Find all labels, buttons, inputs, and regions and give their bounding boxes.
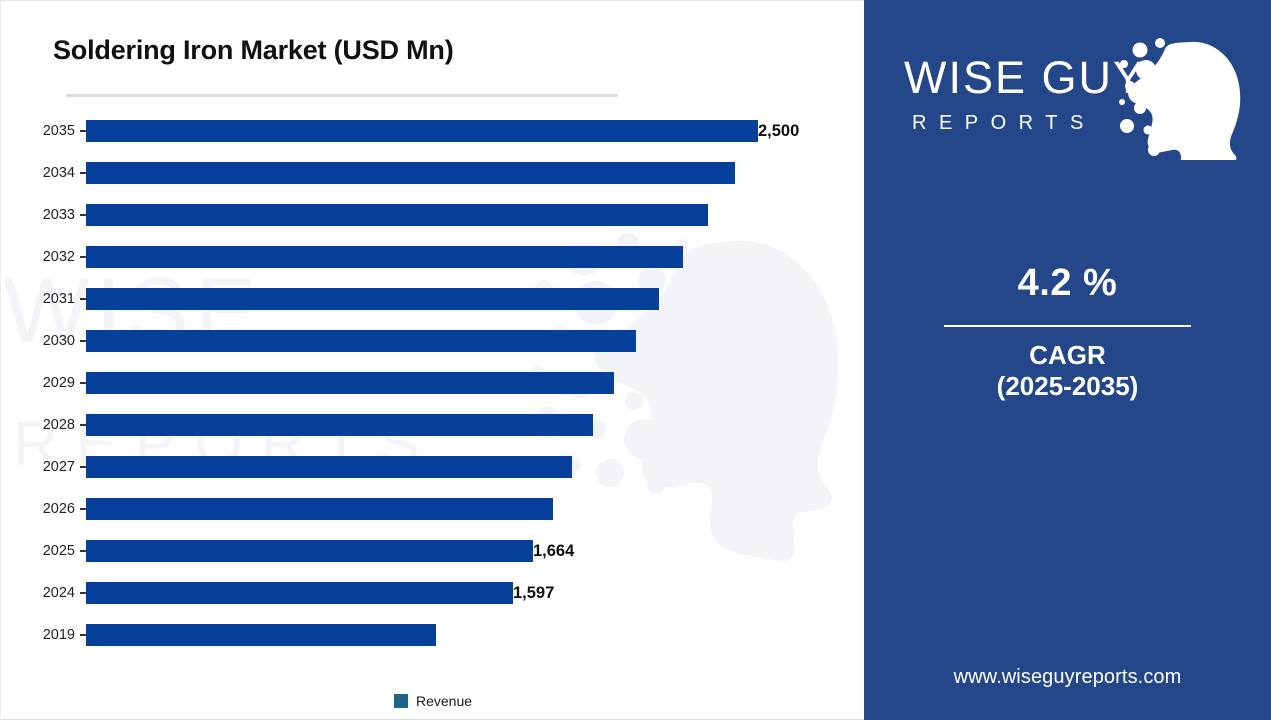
brand-panel: WISE GUY REPORTS 4.2 % CAGR (20 [864,0,1271,720]
y-axis-tick-mark [80,130,86,132]
y-axis-tick-mark [80,382,86,384]
y-axis-tick-label: 2035 [42,123,75,139]
bar-row: 2035 2,500 [1,120,864,162]
y-axis-tick-label: 2026 [42,501,75,517]
bar-revenue[interactable] [86,624,436,646]
bar-row: 2030 [1,330,864,372]
bar-row: 2029 [1,372,864,414]
bar-revenue[interactable] [86,330,636,352]
bar-row: 2028 [1,414,864,456]
y-axis-tick-mark [80,298,86,300]
bar-revenue[interactable] [86,246,683,268]
bar-row: 2019 [1,624,864,666]
chart-panel: WISE REPORTS Soldering Iron Market (USD … [0,0,864,720]
cagr-label-text: CAGR [1029,340,1106,370]
bar-value-label: 2,500 [758,122,800,140]
y-axis-tick-mark [80,214,86,216]
bar-row: 2027 [1,456,864,498]
y-axis-tick-label: 2030 [42,333,75,349]
bar-revenue[interactable] [86,288,659,310]
y-axis-tick-mark [80,634,86,636]
bar-row: 2032 [1,246,864,288]
cagr-divider [944,325,1191,327]
logo-secondary-text: REPORTS [912,112,1096,134]
y-axis-tick-mark [80,550,86,552]
bar-row: 2024 1,597 [1,582,864,624]
logo-head-icon [1119,38,1241,160]
bar-row: 2033 [1,204,864,246]
bar-row: 2026 [1,498,864,540]
cagr-value: 4.2 % [1017,262,1118,304]
y-axis-tick-label: 2019 [42,627,75,643]
bar-revenue[interactable] [86,498,553,520]
bar-revenue[interactable] [86,414,593,436]
wiseguy-reports-logo: WISE GUY REPORTS [904,38,1244,162]
y-axis-tick-label: 2032 [42,249,75,265]
bar-value-label: 1,664 [533,542,575,560]
y-axis-tick-mark [80,592,86,594]
y-axis-tick-label: 2028 [42,417,75,433]
bar-value-label: 1,597 [513,584,555,602]
y-axis-tick-mark [80,424,86,426]
bar-row: 2034 [1,162,864,204]
chart-legend: Revenue [1,693,864,709]
logo-primary-text: WISE GUY [904,52,1146,103]
bar-chart-plot-area: 2035 2,500 2034 2033 2032 2031 2030 2029 2028 202… [1,109,864,669]
y-axis-tick-mark [80,466,86,468]
legend-swatch-revenue [393,694,408,708]
bar-revenue[interactable] [86,162,735,184]
y-axis-tick-mark [80,256,86,258]
y-axis-tick-mark [80,508,86,510]
bar-row: 2025 1,664 [1,540,864,582]
y-axis-tick-label: 2024 [42,585,75,601]
bar-revenue[interactable] [86,540,533,562]
y-axis-tick-label: 2034 [42,165,75,181]
bar-revenue[interactable] [86,204,708,226]
bar-revenue[interactable] [86,120,758,142]
y-axis-tick-mark [80,340,86,342]
legend-label-revenue: Revenue [415,693,473,709]
bar-revenue[interactable] [86,582,513,604]
title-divider [66,94,618,97]
y-axis-tick-label: 2033 [42,207,75,223]
y-axis-tick-label: 2025 [42,543,75,559]
website-url[interactable]: www.wiseguyreports.com [953,666,1182,688]
y-axis-tick-label: 2031 [42,291,75,307]
chart-title: Soldering Iron Market (USD Mn) [53,35,454,65]
cagr-label-block: CAGR (2025-2035) [864,340,1271,402]
bar-revenue[interactable] [86,372,614,394]
bar-row: 2031 [1,288,864,330]
bar-revenue[interactable] [86,456,572,478]
y-axis-tick-label: 2029 [42,375,75,391]
cagr-period-text: (2025-2035) [996,371,1139,401]
y-axis-tick-mark [80,172,86,174]
y-axis-tick-label: 2027 [42,459,75,475]
